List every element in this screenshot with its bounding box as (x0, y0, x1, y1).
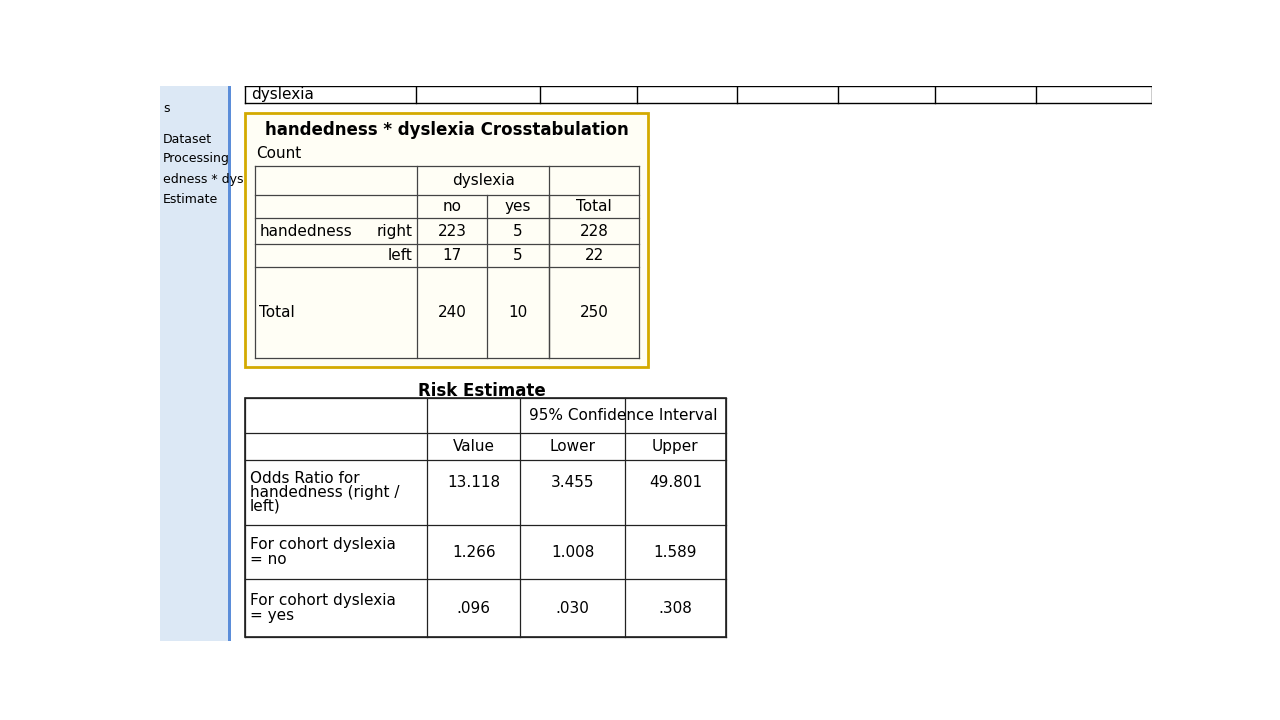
Text: = no: = no (250, 552, 287, 567)
Text: left: left (388, 248, 412, 264)
Bar (228, 86, 232, 641)
Text: 240: 240 (438, 305, 467, 320)
Bar (232, 86, 1152, 104)
Text: .030: .030 (556, 600, 590, 616)
Text: Risk Estimate: Risk Estimate (417, 382, 545, 400)
Text: For cohort dyslexia: For cohort dyslexia (250, 593, 396, 608)
Text: 95% Confidence Interval: 95% Confidence Interval (529, 408, 717, 423)
Text: .308: .308 (658, 600, 692, 616)
Text: 10: 10 (508, 305, 527, 320)
Text: 49.801: 49.801 (649, 475, 701, 490)
Text: handedness * dyslexia Crosstabulation: handedness * dyslexia Crosstabulation (265, 121, 628, 139)
Text: 22: 22 (585, 248, 604, 264)
Text: 13.118: 13.118 (447, 475, 500, 490)
Text: 1.008: 1.008 (550, 545, 594, 559)
Text: 223: 223 (438, 224, 467, 238)
Text: 5: 5 (513, 224, 522, 238)
Text: Total: Total (576, 199, 612, 214)
Text: dyslexia: dyslexia (251, 87, 315, 102)
Text: 250: 250 (580, 305, 608, 320)
Text: Total: Total (259, 305, 294, 320)
Bar (160, 86, 232, 641)
Text: = yes: = yes (250, 608, 294, 624)
Text: Estimate: Estimate (163, 193, 219, 206)
Text: handedness: handedness (259, 224, 352, 238)
Text: yes: yes (504, 199, 531, 214)
Text: 3.455: 3.455 (550, 475, 594, 490)
Text: edness * dys: edness * dys (163, 173, 243, 186)
Text: Dataset: Dataset (163, 132, 212, 145)
Text: 5: 5 (513, 248, 522, 264)
Bar (246, 113, 648, 367)
Text: For cohort dyslexia: For cohort dyslexia (250, 537, 396, 552)
Text: .096: .096 (457, 600, 490, 616)
Text: left): left) (250, 499, 280, 514)
Text: Processing: Processing (163, 152, 230, 165)
Text: no: no (443, 199, 462, 214)
Text: Odds Ratio for: Odds Ratio for (250, 471, 360, 486)
Text: Lower: Lower (549, 439, 595, 454)
Text: 228: 228 (580, 224, 608, 238)
Text: s: s (163, 102, 169, 114)
Bar (246, 398, 726, 637)
Text: 17: 17 (443, 248, 462, 264)
Text: Upper: Upper (652, 439, 699, 454)
Text: dyslexia: dyslexia (452, 173, 515, 188)
Text: right: right (376, 224, 412, 238)
Text: handedness (right /: handedness (right / (250, 485, 399, 500)
Text: Value: Value (453, 439, 495, 454)
Text: 1.589: 1.589 (654, 545, 698, 559)
Text: 1.266: 1.266 (452, 545, 495, 559)
Text: Count: Count (256, 146, 301, 161)
